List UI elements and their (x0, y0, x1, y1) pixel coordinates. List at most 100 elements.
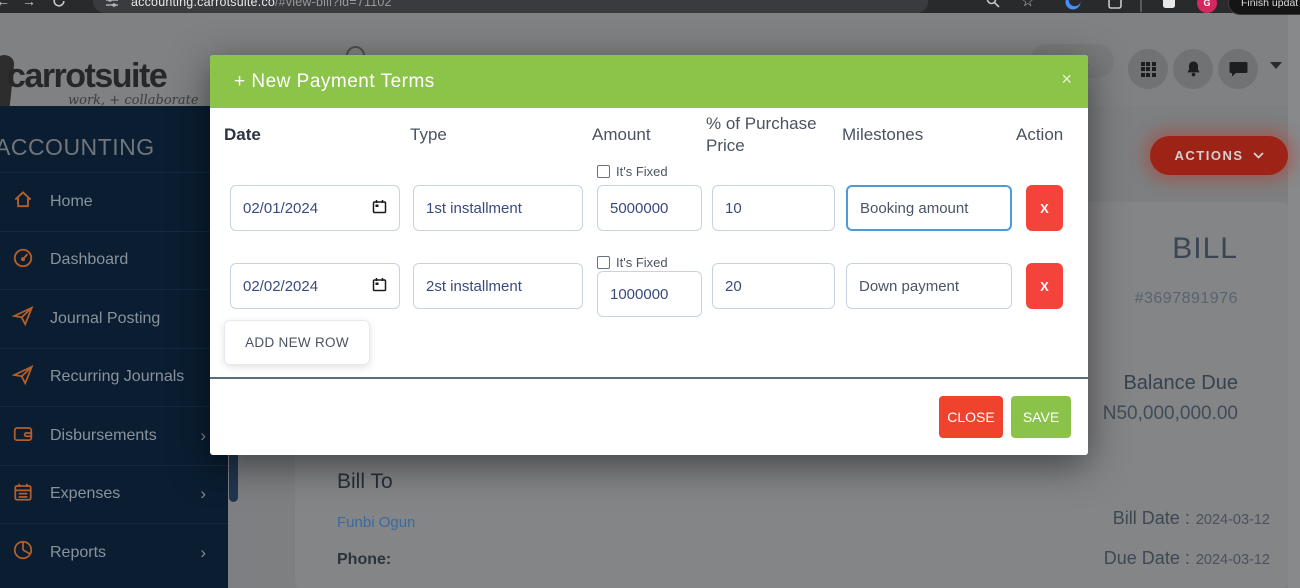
send-icon (11, 305, 34, 332)
finish-update-button[interactable]: Finish updat (1228, 0, 1300, 15)
its-fixed-checkbox[interactable] (597, 165, 610, 178)
bill-title: BILL (1172, 232, 1238, 265)
url-path: /#view-bill?id=71102 (274, 0, 392, 9)
sidebar-item-home[interactable]: Home (0, 172, 228, 231)
close-icon[interactable]: × (1061, 69, 1072, 89)
its-fixed-row: It's Fixed (597, 255, 668, 270)
calendar-icon[interactable] (372, 277, 387, 296)
logo-tagline: work, + collaborate (68, 93, 199, 108)
due-date-line: Due Date : 2024-03-12 (1104, 548, 1270, 569)
actions-button-label: ACTIONS (1174, 148, 1244, 163)
calendar-icon[interactable] (372, 199, 387, 218)
extension-moon-icon[interactable] (1064, 0, 1082, 16)
modal-header: + New Payment Terms × (210, 55, 1088, 108)
sidebar-item-label: Disbursements (50, 426, 157, 444)
date-input[interactable]: 02/01/2024 (230, 185, 400, 231)
actions-button[interactable]: ACTIONS (1150, 136, 1288, 175)
panel-icon[interactable] (1162, 0, 1176, 14)
url-host: accounting.carrotsuite.co (131, 0, 275, 9)
chevron-right-icon: › (200, 542, 206, 562)
type-value: 1st installment (426, 199, 522, 217)
milestone-value: Booking amount (860, 199, 969, 217)
add-new-row-button[interactable]: ADD NEW ROW (224, 320, 370, 365)
sidebar-item-reports[interactable]: Reports › (0, 523, 228, 582)
date-value: 02/01/2024 (243, 199, 319, 217)
modal-footer-divider (210, 377, 1088, 379)
address-bar[interactable]: accounting.carrotsuite.co/#view-bill?id=… (93, 0, 928, 13)
milestone-input[interactable]: Booking amount (846, 185, 1012, 231)
profile-avatar[interactable]: G (1197, 0, 1217, 13)
app-logo: carrotsuite (7, 57, 168, 95)
sidebar-item-disbursements[interactable]: Disbursements › (0, 406, 228, 465)
sidebar-scrollbar-thumb[interactable] (229, 452, 238, 502)
amount-input[interactable]: 5000000 (597, 185, 702, 231)
its-fixed-row: It's Fixed (597, 164, 668, 179)
save-button[interactable]: SAVE (1011, 396, 1071, 438)
chevron-right-icon: › (200, 484, 206, 504)
sidebar-item-label: Journal Posting (50, 309, 161, 327)
its-fixed-label: It's Fixed (616, 255, 668, 270)
refresh-icon[interactable] (52, 0, 66, 13)
type-input[interactable]: 1st installment (413, 185, 583, 231)
home-icon (12, 188, 34, 215)
bill-number: #3697891976 (1134, 290, 1238, 307)
site-info-icon[interactable] (106, 0, 118, 13)
new-payment-terms-modal: + New Payment Terms × Date Type Amount %… (210, 55, 1088, 455)
toolbar-separator (1140, 0, 1142, 12)
milestone-value: Down payment (859, 277, 960, 295)
bill-date-line: Bill Date : 2024-03-12 (1113, 508, 1270, 529)
delete-row-button[interactable]: X (1026, 185, 1063, 231)
modal-title: + New Payment Terms (234, 71, 435, 92)
type-input[interactable]: 2st installment (413, 263, 583, 309)
share-icon[interactable] (1108, 0, 1122, 14)
bill-to-customer-link[interactable]: Funbi Ogun (337, 514, 416, 531)
calendar-icon (12, 481, 34, 508)
column-header-date: Date (224, 125, 261, 144)
sidebar-item-label: Reports (50, 543, 107, 561)
sidebar-item-journal-posting[interactable]: Journal Posting (0, 289, 228, 348)
percent-value: 20 (725, 277, 742, 295)
balance-due-label: Balance Due (1123, 372, 1238, 394)
close-button[interactable]: CLOSE (939, 396, 1003, 438)
sidebar-item-recurring-journals[interactable]: Recurring Journals (0, 347, 228, 407)
sidebar-section-title: ACCOUNTING (0, 134, 155, 160)
notifications-bell-icon[interactable] (1173, 49, 1213, 89)
apps-grid-icon[interactable] (1128, 49, 1168, 89)
wallet-icon (12, 422, 34, 449)
search-tab-icon[interactable] (986, 0, 1000, 13)
sidebar-item-expenses[interactable]: Expenses › (0, 464, 228, 524)
sidebar-item-dashboard[interactable]: Dashboard (0, 230, 228, 290)
send-icon (11, 364, 34, 391)
forward-icon[interactable]: → (22, 0, 36, 9)
amount-input[interactable]: 1000000 (597, 271, 702, 317)
column-header-percent: % of Purchase Price (706, 114, 817, 156)
url-text: accounting.carrotsuite.co/#view-bill?id=… (131, 0, 392, 9)
percent-value: 10 (725, 199, 742, 217)
percent-input[interactable]: 20 (712, 263, 835, 309)
amount-value: 5000000 (610, 199, 669, 217)
page-scrollbar-track[interactable] (1288, 13, 1300, 588)
chat-icon[interactable] (1218, 49, 1258, 89)
chevron-down-icon[interactable] (1270, 62, 1282, 69)
chevron-right-icon: › (200, 425, 206, 445)
back-icon[interactable]: ← (0, 0, 10, 9)
bookmark-star-icon[interactable]: ☆ (1021, 0, 1035, 10)
its-fixed-label: It's Fixed (616, 164, 668, 179)
sidebar-item-label: Recurring Journals (50, 368, 185, 386)
sidebar-nav: ACCOUNTING Home Dashboard Journal Postin… (0, 106, 228, 588)
amount-value: 1000000 (610, 285, 669, 303)
delete-row-button[interactable]: X (1026, 263, 1063, 309)
percent-input[interactable]: 10 (712, 185, 835, 231)
date-input[interactable]: 02/02/2024 (230, 263, 400, 309)
bill-to-heading: Bill To (337, 470, 393, 493)
bill-date-value: 2024-03-12 (1195, 512, 1270, 528)
column-header-amount: Amount (592, 125, 651, 144)
chevron-down-icon (1252, 152, 1264, 159)
milestone-input[interactable]: Down payment (846, 263, 1012, 309)
balance-due-value: N50,000,000.00 (1102, 403, 1238, 424)
browser-toolbar: ← → accounting.carrotsuite.co/#view-bill… (0, 0, 1300, 16)
type-value: 2st installment (426, 277, 522, 295)
sidebar-item-label: Home (50, 192, 93, 210)
its-fixed-checkbox[interactable] (597, 256, 610, 269)
bill-date-label: Bill Date : (1112, 508, 1190, 528)
